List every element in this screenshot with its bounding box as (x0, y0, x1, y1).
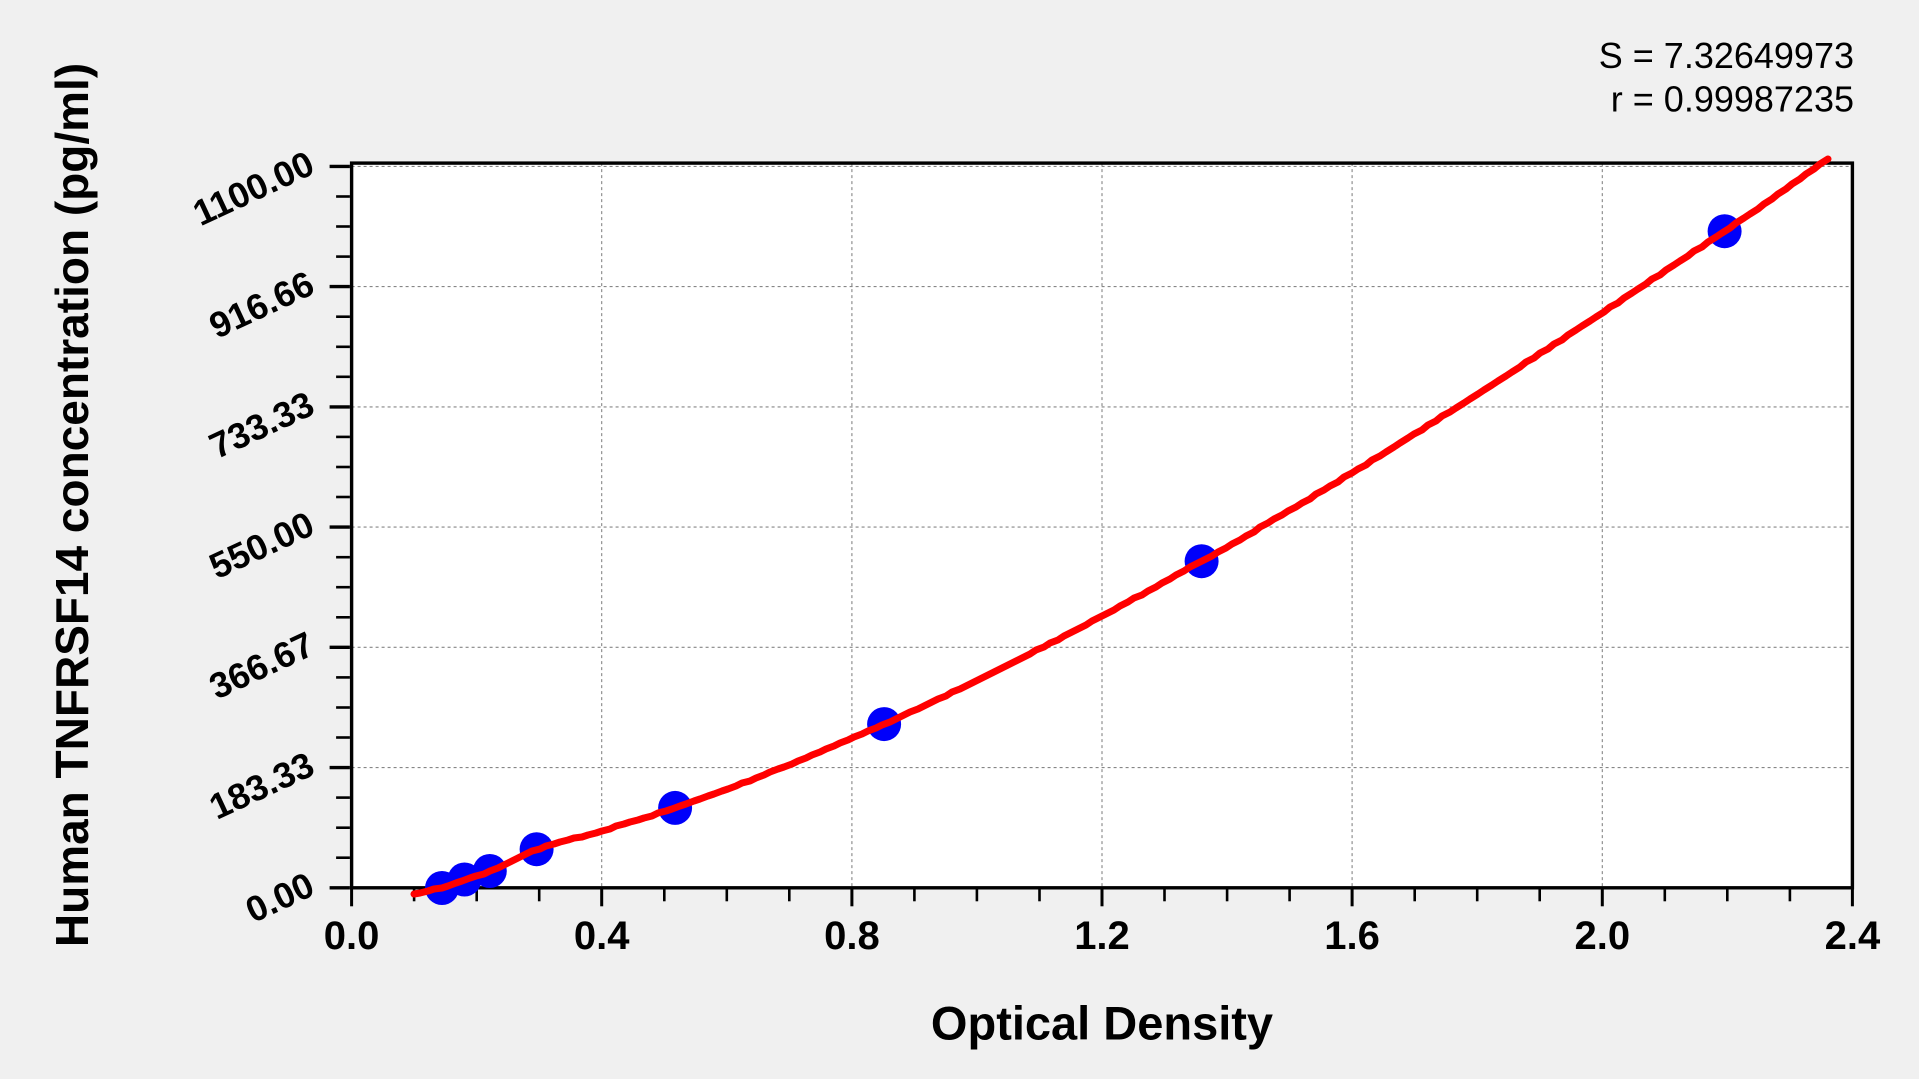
svg-text:0.8: 0.8 (824, 914, 880, 958)
svg-text:1.2: 1.2 (1074, 914, 1130, 958)
svg-text:Optical Density: Optical Density (931, 997, 1273, 1050)
svg-text:2.0: 2.0 (1574, 914, 1630, 958)
svg-text:S = 7.32649973: S = 7.32649973 (1599, 35, 1854, 76)
svg-text:0.0: 0.0 (324, 914, 380, 958)
svg-text:r = 0.99987235: r = 0.99987235 (1611, 79, 1854, 120)
svg-text:2.4: 2.4 (1825, 914, 1881, 958)
svg-text:0.4: 0.4 (574, 914, 630, 958)
svg-text:1.6: 1.6 (1324, 914, 1380, 958)
svg-text:Human TNFRSF14 concentration (: Human TNFRSF14 concentration (pg/ml) (46, 63, 98, 947)
